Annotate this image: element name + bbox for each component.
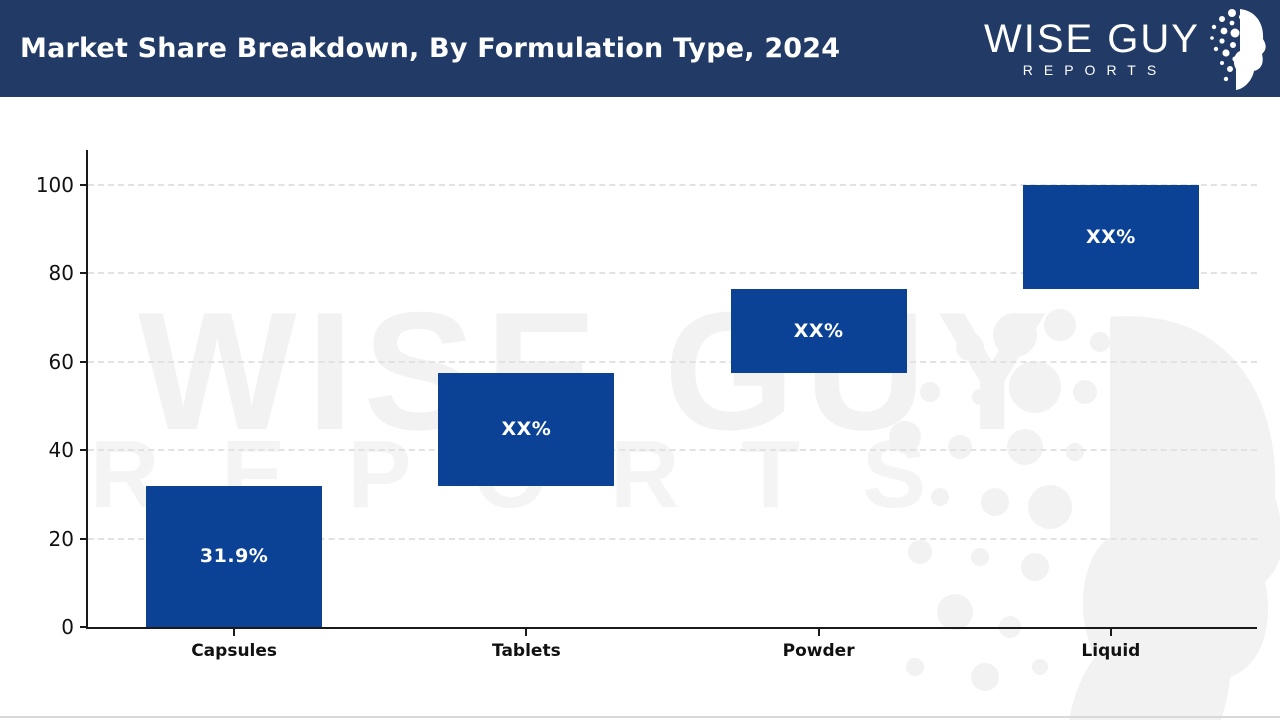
bar-liquid: XX% [1022, 185, 1199, 289]
gridline-20 [88, 537, 1257, 540]
x-tick-label-tablets: Tablets [492, 641, 561, 661]
x-axis-line [86, 627, 1257, 629]
y-tick-mark-20 [80, 537, 88, 540]
y-tick-mark-0 [80, 626, 88, 628]
gridline-100 [88, 184, 1257, 186]
wiseguy-logo-line2: REPORTS [1022, 62, 1168, 78]
y-tick-mark-40 [80, 449, 88, 452]
wiseguy-logo: WISE GUY REPORTS [984, 7, 1280, 91]
bar-powder: XX% [730, 288, 907, 373]
wiseguy-logo-text: WISE GUY REPORTS [984, 19, 1200, 78]
header-bar: Market Share Breakdown, By Formulation T… [0, 0, 1280, 97]
wiseguy-logo-line1: WISE GUY [983, 17, 1200, 61]
x-tick-label-capsules: Capsules [191, 641, 278, 661]
gridline-80 [88, 272, 1257, 275]
y-tick-label-80: 80 [48, 261, 74, 286]
wiseguy-logo-face-icon [1210, 8, 1266, 90]
bar-capsules: 31.9% [146, 486, 323, 627]
bar-value-label-powder: XX% [793, 319, 844, 342]
y-tick-label-100: 100 [35, 173, 74, 197]
y-tick-mark-100 [80, 184, 88, 186]
y-tick-label-20: 20 [48, 526, 74, 551]
y-tick-mark-80 [80, 272, 88, 275]
bar-value-label-tablets: XX% [501, 418, 552, 441]
x-tick-mark-liquid [1109, 629, 1112, 636]
waterfall-chart: 0 20 40 60 80 100 31.9% Capsules XX% Tablets XX% Po… [0, 97, 1280, 720]
x-tick-label-powder: Powder [782, 641, 855, 661]
gridline-60 [88, 360, 1257, 363]
y-tick-label-40: 40 [48, 438, 74, 463]
y-axis-line [86, 150, 88, 629]
x-tick-mark-capsules [233, 629, 236, 636]
gridline-40 [88, 449, 1257, 452]
y-tick-label-0: 0 [61, 615, 74, 639]
bar-tablets: XX% [438, 372, 615, 486]
page-title: Market Share Breakdown, By Formulation T… [20, 33, 841, 64]
y-tick-mark-60 [80, 360, 88, 363]
x-tick-mark-powder [817, 629, 820, 636]
bottom-hairline [0, 716, 1280, 718]
bar-value-label-liquid: XX% [1085, 225, 1136, 248]
bar-value-label-capsules: 31.9% [199, 545, 269, 568]
x-tick-mark-tablets [525, 629, 528, 636]
x-tick-label-liquid: Liquid [1081, 641, 1141, 661]
y-tick-label-60: 60 [48, 349, 74, 374]
